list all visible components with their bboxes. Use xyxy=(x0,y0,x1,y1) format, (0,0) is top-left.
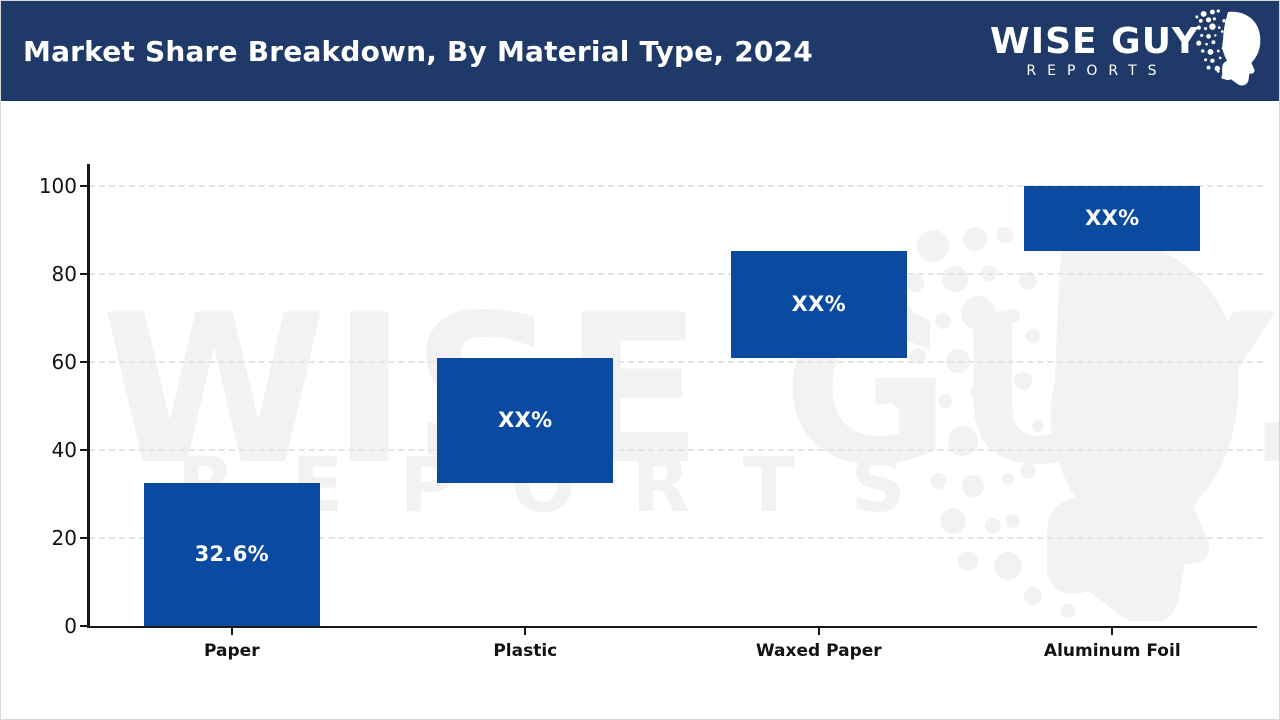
wiseguy-logo: WISE GUY REPORTS xyxy=(990,8,1267,94)
bar-plastic: XX% xyxy=(437,357,614,483)
header: Market Share Breakdown, By Material Type… xyxy=(1,1,1279,101)
y-tickmark xyxy=(80,449,88,451)
watermark-head-icon xyxy=(886,227,1239,621)
logo-wordmark-line1: WISE GUY xyxy=(989,21,1199,62)
y-tickmark xyxy=(80,361,88,363)
bar-value-label: 32.6% xyxy=(194,542,269,567)
y-tick-label: 40 xyxy=(51,438,77,462)
x-tick-label: Aluminum Foil xyxy=(1043,641,1181,661)
y-tick-label: 80 xyxy=(51,262,77,286)
logo-wordmark: WISE GUY REPORTS xyxy=(989,21,1199,79)
logo-wordmark-line2: REPORTS xyxy=(1026,63,1168,79)
gridline-60 xyxy=(89,361,1263,363)
chart-title: Market Share Breakdown, By Material Type… xyxy=(23,34,813,68)
x-tick-label: Paper xyxy=(204,641,260,661)
y-tickmark xyxy=(80,185,88,187)
gridline-40 xyxy=(89,449,1263,451)
x-tickmark xyxy=(524,628,527,635)
logo-head-icon xyxy=(1195,9,1261,86)
x-tick-label: Plastic xyxy=(493,641,558,661)
bar-value-label: XX% xyxy=(1085,206,1140,231)
gridline-20 xyxy=(89,537,1263,539)
y-tickmark xyxy=(80,625,88,627)
gridline-100 xyxy=(89,185,1263,187)
y-axis-line xyxy=(87,164,90,628)
bar-waxed-paper: XX% xyxy=(730,250,907,358)
bar-value-label: XX% xyxy=(498,408,553,433)
y-tickmark xyxy=(80,537,88,539)
bar-aluminum-foil: XX% xyxy=(1024,186,1201,251)
gridline-80 xyxy=(89,273,1263,275)
x-tickmark xyxy=(230,628,233,635)
y-tick-label: 100 xyxy=(38,174,77,198)
bar-paper: 32.6% xyxy=(143,482,320,626)
y-tickmark xyxy=(80,273,88,275)
plot-area: 32.6% Paper XX% Plastic XX% Waxed Paper XX% Alu… xyxy=(1,101,1279,719)
x-axis-line xyxy=(87,625,1257,628)
x-tickmark xyxy=(817,628,820,635)
x-tick-label: Waxed Paper xyxy=(755,641,882,661)
bar-value-label: XX% xyxy=(791,292,846,317)
y-tick-label: 20 xyxy=(51,526,77,550)
y-tick-label: 60 xyxy=(51,350,77,374)
y-tick-label: 0 xyxy=(64,614,77,638)
x-tickmark xyxy=(1111,628,1114,635)
